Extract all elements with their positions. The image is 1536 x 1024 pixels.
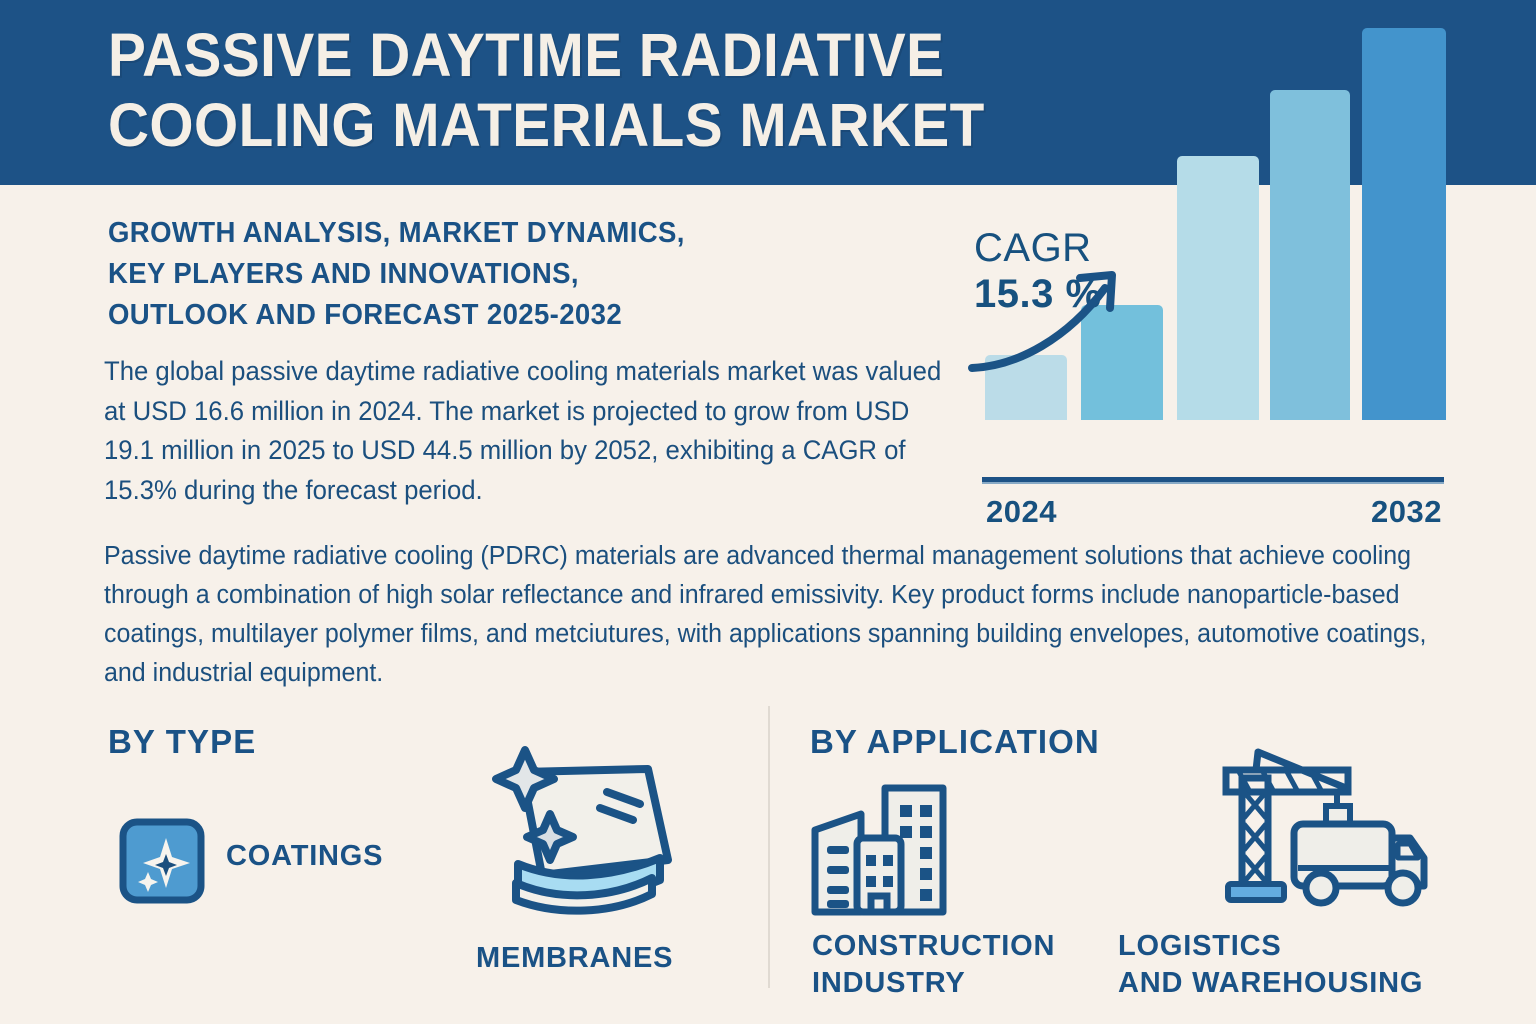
item-label-coatings: COATINGS [226,840,384,872]
description-paragraph: Passive daytime radiative cooling (PDRC)… [104,542,1427,687]
page-title: PASSIVE DAYTIME RADIATIVE COOLING MATERI… [108,21,985,159]
cagr-annotation: CAGR 15.3 % [974,225,1102,317]
chart-xtick-end: 2032 [1371,494,1442,529]
sparkle-coating-icon [119,818,205,909]
subtitle: GROWTH ANALYSIS, MARKET DYNAMICS, KEY PL… [108,217,685,331]
chart-bar-2026 [1081,305,1163,420]
chart-bar-2030 [1270,90,1350,420]
section-divider [768,706,770,988]
section-heading-by-application: BY APPLICATION [810,723,1100,760]
chart-axis-line [982,477,1444,484]
item-label-construction: CONSTRUCTION INDUSTRY [812,930,1056,999]
growth-arrow-icon [968,271,1116,372]
cagr-label: CAGR [974,226,1092,270]
market-growth-bar-chart: 2024 2032 CAGR 15.3 % [960,0,1460,540]
chart-bars [960,0,1460,482]
section-heading-by-type: BY TYPE [108,723,257,760]
item-label-logistics: LOGISTICS AND WAREHOUSING [1118,930,1424,999]
buildings-icon [805,782,955,922]
item-label-membranes: MEMBRANES [476,942,674,974]
intro-paragraph: The global passive daytime radiative coo… [104,356,942,505]
crane-truck-icon [1208,748,1430,913]
membrane-sheets-icon [492,742,688,923]
chart-bar-2028 [1177,156,1259,420]
chart-xtick-start: 2024 [986,494,1057,529]
chart-bar-2032 [1362,28,1446,420]
